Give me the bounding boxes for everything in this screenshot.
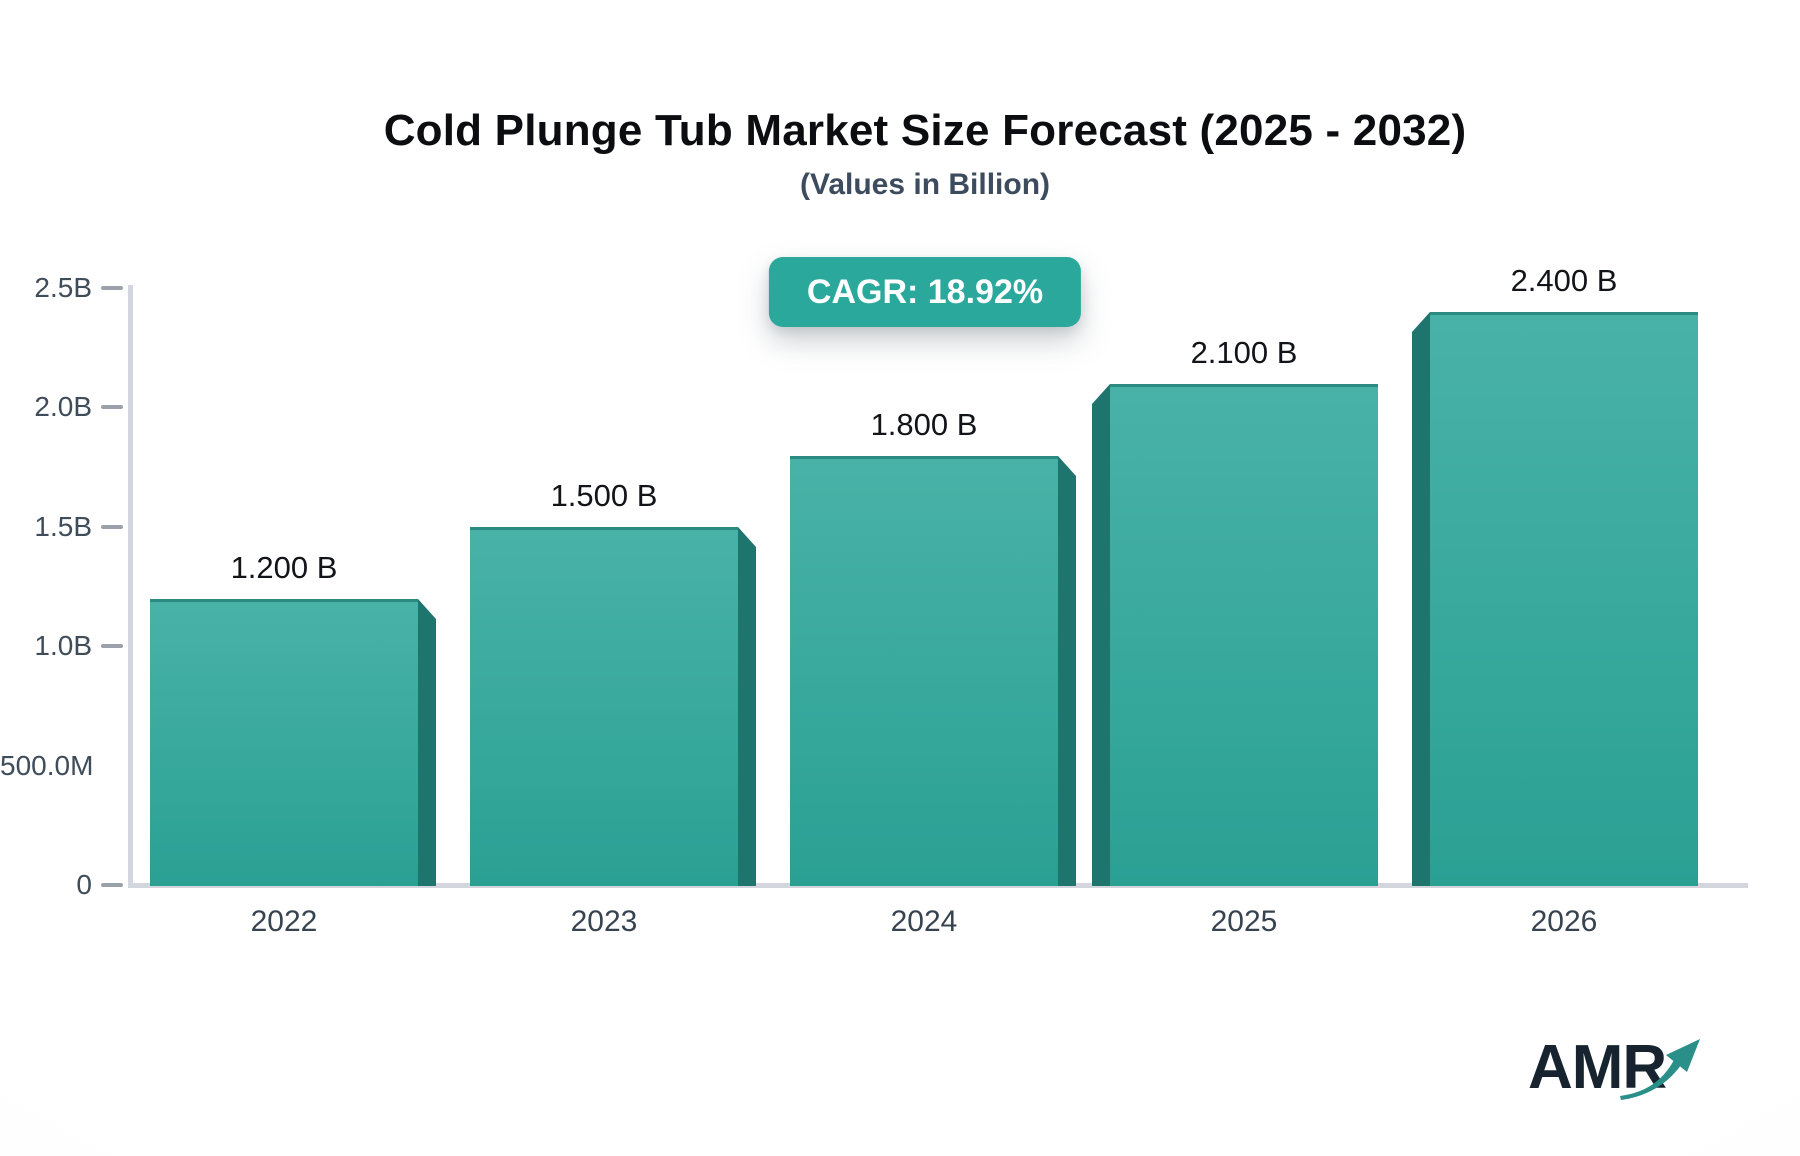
chart-title: Cold Plunge Tub Market Size Forecast (20… — [383, 106, 1467, 155]
bar-side — [738, 527, 756, 886]
y-axis-line — [128, 284, 133, 888]
bar-side — [418, 599, 436, 886]
x-axis-label: 2024 — [890, 905, 958, 938]
bar-side — [1412, 312, 1430, 886]
x-axis-label: 2025 — [1210, 905, 1278, 938]
y-axis-label: 1.5B — [34, 510, 92, 542]
y-axis-label: 1.0B — [34, 630, 92, 661]
cagr-badge: CAGR: 18.92% — [768, 257, 1082, 327]
x-axis-label: 2026 — [1530, 905, 1598, 938]
bar-2024 — [790, 456, 1058, 886]
amr-logo: AMR — [1528, 1032, 1718, 1122]
y-axis-label: 2.5B — [34, 271, 92, 303]
growth-arrow-icon — [1620, 1039, 1700, 1100]
x-axis-label: 2023 — [570, 905, 638, 938]
y-tick-dash — [101, 405, 123, 409]
y-tick-dash — [101, 285, 123, 290]
y-axis-label: 500.0M — [0, 749, 94, 781]
bar-value-label: 1.200 B — [230, 550, 338, 585]
y-axis-label: 0 — [76, 869, 92, 900]
bar-2025 — [1110, 384, 1378, 886]
bar-2026 — [1430, 312, 1698, 886]
y-axis-label: 2.0B — [34, 391, 92, 422]
bar-2023 — [470, 527, 738, 886]
y-tick-dash — [101, 883, 123, 887]
bar-side — [1092, 384, 1110, 886]
bar-value-label: 1.500 B — [550, 478, 658, 513]
x-axis-label: 2022 — [250, 905, 318, 938]
y-tick-dash — [101, 644, 123, 648]
bar-2022 — [150, 599, 418, 886]
chart-subtitle: (Values in Billion) — [799, 168, 1051, 201]
bar-value-label: 1.800 B — [870, 407, 978, 442]
y-tick-dash — [101, 524, 123, 529]
bar-side — [1058, 456, 1076, 886]
bar-value-label: 2.100 B — [1190, 335, 1298, 370]
bar-value-label: 2.400 B — [1510, 263, 1618, 298]
